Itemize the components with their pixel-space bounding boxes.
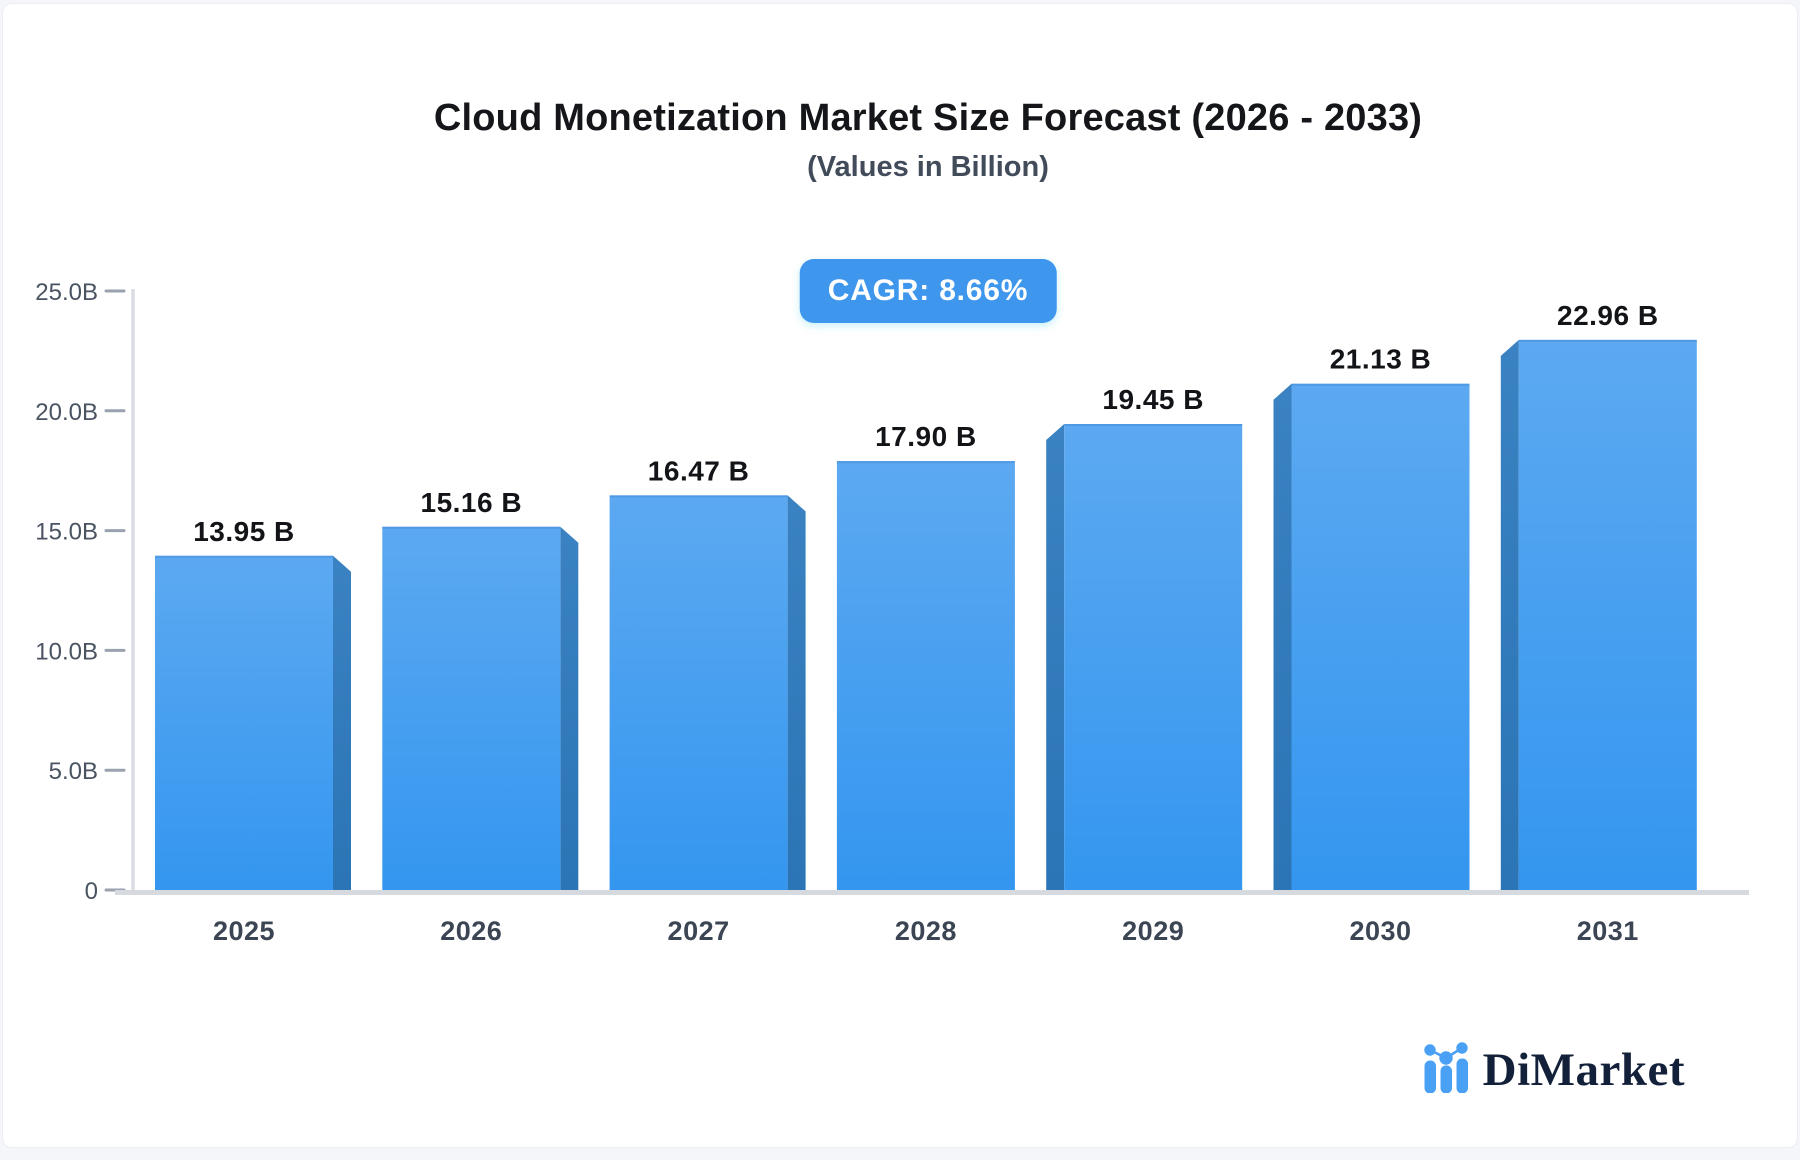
bar-side-2030	[1273, 383, 1292, 890]
brand-name: DiMarket	[1482, 1044, 1685, 1097]
bar-side-2029	[1046, 423, 1065, 890]
chart-subtitle: (Values in Billion)	[807, 151, 1049, 183]
x-category-label: 2026	[440, 916, 502, 946]
bar-2028	[836, 461, 1015, 890]
bar-side-2025	[333, 555, 351, 890]
x-category-label: 2029	[1122, 916, 1184, 946]
y-tick-label: 20.0B	[35, 399, 98, 426]
cagr-badge: CAGR: 8.66%	[799, 259, 1057, 323]
x-category-label: 2027	[668, 916, 730, 946]
bar-side-2031	[1500, 339, 1519, 890]
bar-value-label: 16.47 B	[648, 455, 750, 486]
bar-2030	[1291, 383, 1470, 890]
bar-value-label: 15.16 B	[421, 487, 523, 518]
bar-chart: 0 5.0B 10.0B 15.0B 20.0B 25.0B 13.95 B 2025 15.1…	[35, 279, 1749, 946]
x-category-label: 2028	[895, 916, 957, 946]
bar-2031	[1518, 339, 1697, 890]
bar-2025	[155, 555, 333, 890]
y-tick-label: 15.0B	[35, 519, 98, 546]
bar-2029	[1064, 423, 1243, 890]
bar-value-label: 19.45 B	[1102, 384, 1204, 415]
bar-value-label: 22.96 B	[1557, 300, 1659, 331]
mini-bar-chart-icon	[1423, 1042, 1468, 1093]
bar-2026	[382, 526, 561, 890]
bar-side-2027	[787, 495, 806, 890]
bar-value-label: 21.13 B	[1330, 344, 1432, 375]
cagr-badge-label: CAGR: 8.66%	[827, 274, 1029, 307]
brand-logo: DiMarket	[1422, 1039, 1685, 1097]
x-category-label: 2031	[1577, 916, 1639, 946]
x-category-label: 2025	[213, 916, 275, 946]
chart-card: Cloud Monetization Market Size Forecast …	[2, 3, 1798, 1148]
x-category-label: 2030	[1349, 916, 1411, 946]
chart-title: Cloud Monetization Market Size Forecast …	[433, 97, 1423, 139]
bar-side-2026	[560, 526, 579, 890]
y-tick-label: 5.0B	[49, 758, 98, 785]
y-tick-label: 25.0B	[35, 279, 98, 306]
y-tick-label: 10.0B	[35, 638, 98, 665]
bar-value-label: 13.95 B	[193, 516, 295, 547]
y-tick-label: 0	[85, 878, 98, 905]
bar-2027	[609, 495, 788, 890]
bar-value-label: 17.90 B	[875, 421, 977, 452]
